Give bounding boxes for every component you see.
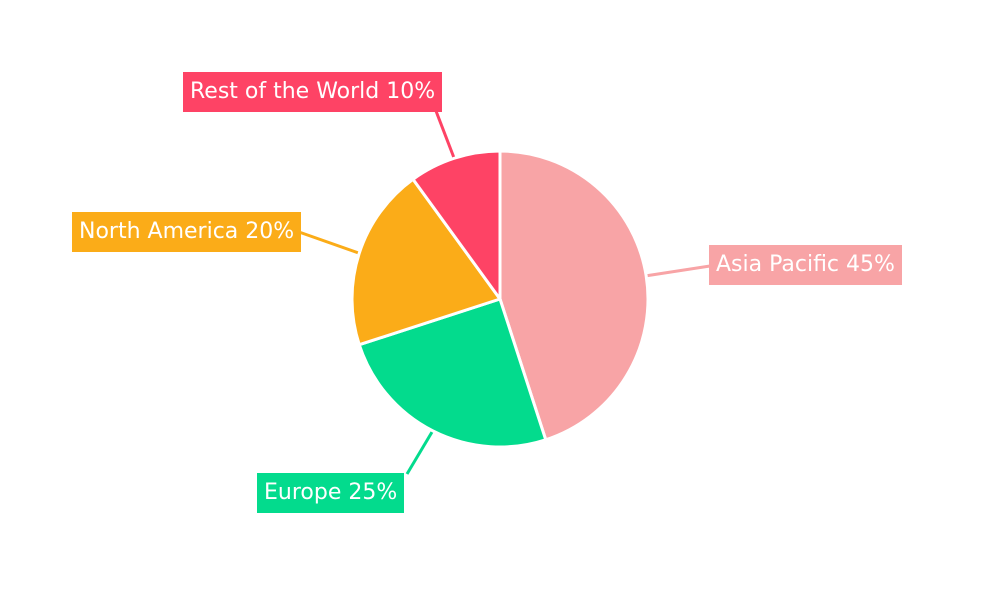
pie-slice-europe <box>357 297 548 449</box>
pie-slice-north-america <box>350 177 502 347</box>
leader-line-rest-of-the-world <box>434 110 457 161</box>
leader-line-north-america <box>298 230 362 256</box>
leader-line-asia-pacific <box>643 264 711 278</box>
pie-slice-rest-of-the-world <box>411 149 502 301</box>
label-europe: Europe 25% <box>257 473 405 513</box>
label-rest-of-world: Rest of the World 10% <box>183 72 443 112</box>
leader-line-europe <box>405 428 436 475</box>
label-north-america: North America 20% <box>72 212 302 252</box>
pie-slice-asia-pacific <box>498 149 650 442</box>
label-asia-pacific: Asia Pacific 45% <box>709 245 902 285</box>
